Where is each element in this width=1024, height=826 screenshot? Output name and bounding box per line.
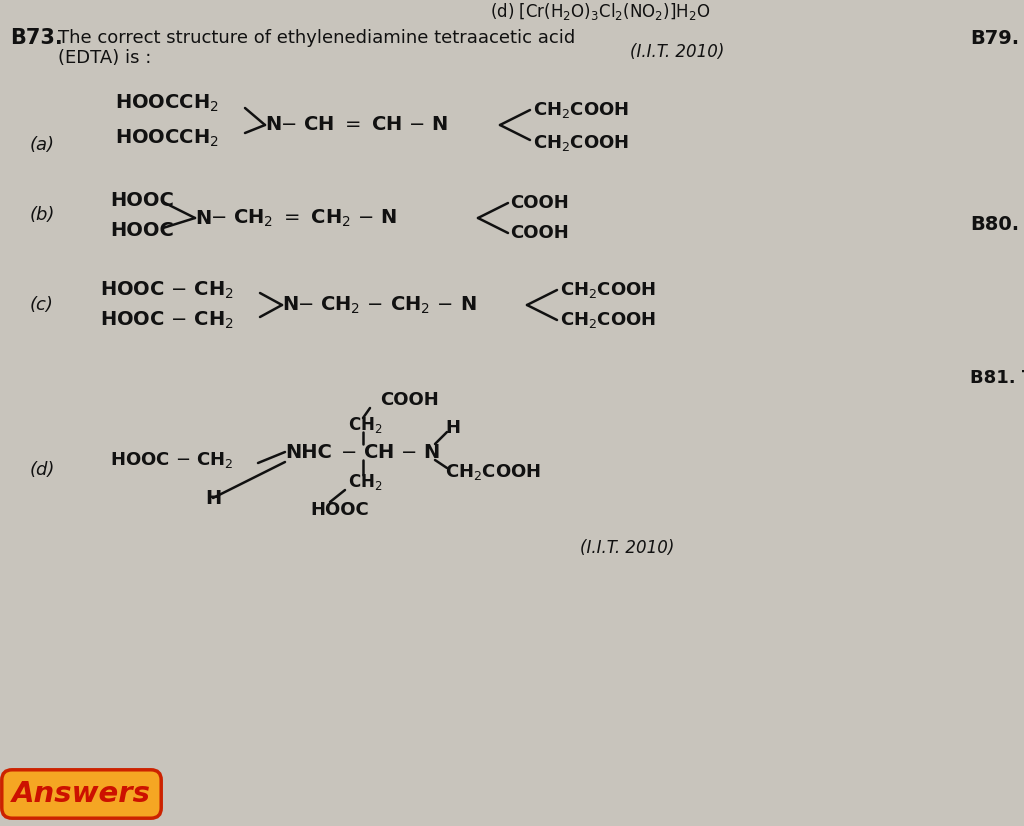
- Text: HOOC $-$ CH$_2$: HOOC $-$ CH$_2$: [110, 450, 233, 470]
- Text: B81. T: B81. T: [970, 369, 1024, 387]
- Text: B80.: B80.: [970, 216, 1019, 235]
- Text: CH$_2$COOH: CH$_2$COOH: [560, 280, 656, 300]
- Text: HOOCCH$_2$: HOOCCH$_2$: [115, 93, 219, 114]
- Text: COOH: COOH: [510, 194, 568, 212]
- Text: CH$_2$COOH: CH$_2$COOH: [534, 100, 629, 120]
- Text: $-$ CH$_2$ $=$ CH$_2$ $-$ N: $-$ CH$_2$ $=$ CH$_2$ $-$ N: [210, 207, 397, 229]
- Text: (d): (d): [30, 461, 55, 479]
- Text: HOOC $-$ CH$_2$: HOOC $-$ CH$_2$: [100, 279, 233, 301]
- Text: HOOC: HOOC: [110, 221, 174, 240]
- Text: N: N: [195, 208, 211, 227]
- Text: (I.I.T. 2010): (I.I.T. 2010): [630, 43, 724, 61]
- Text: N: N: [282, 296, 298, 315]
- Text: CH$_2$: CH$_2$: [348, 472, 383, 492]
- Text: CH$_2$COOH: CH$_2$COOH: [560, 310, 656, 330]
- Text: NHC: NHC: [285, 443, 332, 462]
- Text: (a): (a): [30, 136, 55, 154]
- Text: HOOC: HOOC: [110, 191, 174, 210]
- Text: H: H: [205, 488, 221, 507]
- Text: $-$ CH$_2$ $-$ CH$_2$ $-$ N: $-$ CH$_2$ $-$ CH$_2$ $-$ N: [297, 294, 476, 316]
- Text: (I.I.T. 2010): (I.I.T. 2010): [580, 539, 675, 557]
- Text: HOOC: HOOC: [310, 501, 369, 519]
- Text: HOOC $-$ CH$_2$: HOOC $-$ CH$_2$: [100, 310, 233, 330]
- Text: H: H: [445, 419, 460, 437]
- Text: B73.: B73.: [10, 28, 62, 48]
- Text: (d) [Cr(H$_2$O)$_3$Cl$_2$(NO$_2$)]H$_2$O: (d) [Cr(H$_2$O)$_3$Cl$_2$(NO$_2$)]H$_2$O: [490, 2, 711, 22]
- Text: COOH: COOH: [380, 391, 438, 409]
- Text: Answers: Answers: [12, 780, 151, 808]
- Text: (EDTA) is :: (EDTA) is :: [58, 49, 152, 67]
- Text: (b): (b): [30, 206, 55, 224]
- Text: COOH: COOH: [510, 224, 568, 242]
- Text: HOOCCH$_2$: HOOCCH$_2$: [115, 127, 219, 149]
- Text: B79.: B79.: [970, 29, 1019, 48]
- Text: (c): (c): [30, 296, 54, 314]
- Text: CH$_2$COOH: CH$_2$COOH: [534, 133, 629, 153]
- Text: $-$ CH $=$ CH $-$ N: $-$ CH $=$ CH $-$ N: [280, 116, 449, 135]
- Text: CH$_2$COOH: CH$_2$COOH: [445, 462, 541, 482]
- Text: CH$_2$: CH$_2$: [348, 415, 383, 435]
- Text: N: N: [265, 116, 282, 135]
- Text: The correct structure of ethylenediamine tetraacetic acid: The correct structure of ethylenediamine…: [58, 29, 575, 47]
- Text: $-$ CH $-$ N: $-$ CH $-$ N: [340, 443, 440, 462]
